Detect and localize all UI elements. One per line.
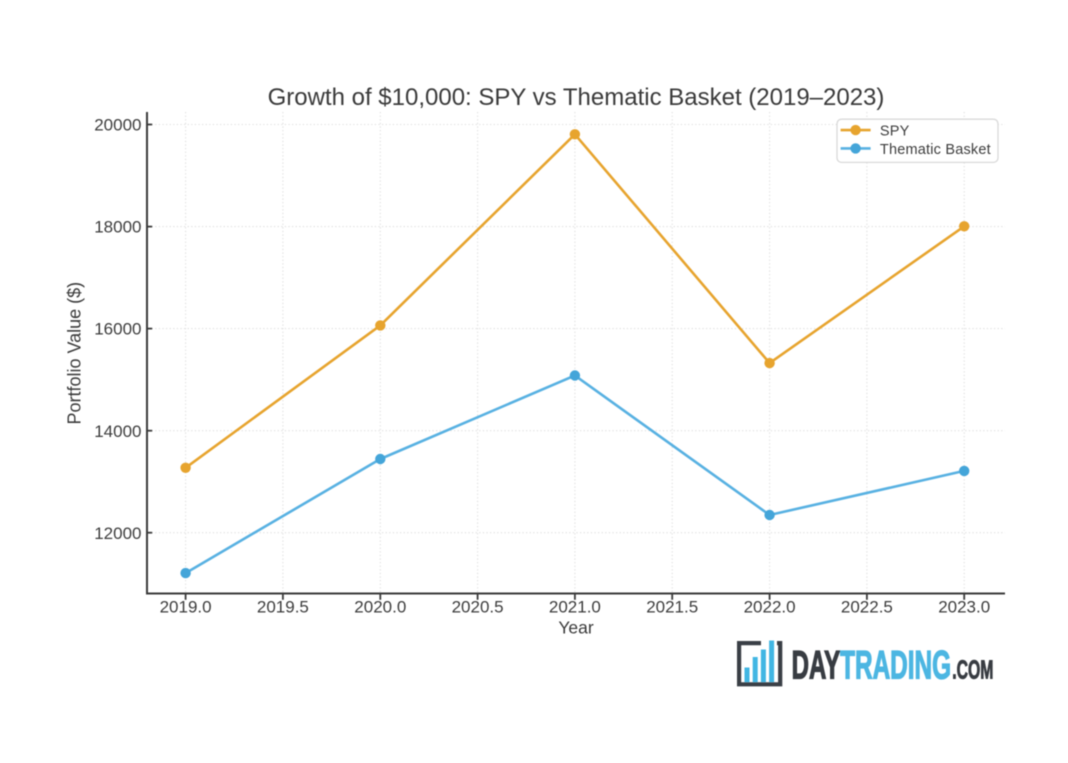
svg-text:2021.5: 2021.5 <box>646 598 698 617</box>
svg-text:Growth of $10,000: SPY vs Them: Growth of $10,000: SPY vs Thematic Baske… <box>268 84 885 111</box>
svg-text:2022.5: 2022.5 <box>841 598 893 617</box>
svg-text:2020.5: 2020.5 <box>452 598 504 617</box>
svg-text:2022.0: 2022.0 <box>744 598 796 617</box>
svg-text:20000: 20000 <box>94 116 141 135</box>
svg-text:14000: 14000 <box>94 422 141 441</box>
svg-text:2023.0: 2023.0 <box>938 598 990 617</box>
svg-text:16000: 16000 <box>94 320 141 339</box>
svg-text:SPY: SPY <box>880 124 910 140</box>
svg-text:TRADING: TRADING <box>840 643 951 687</box>
svg-text:2021.0: 2021.0 <box>549 598 601 617</box>
svg-text:DAY: DAY <box>792 643 841 687</box>
svg-text:.COM: .COM <box>952 654 993 684</box>
svg-text:Thematic Basket: Thematic Basket <box>880 142 991 158</box>
svg-text:2020.0: 2020.0 <box>354 598 406 617</box>
svg-text:2019.5: 2019.5 <box>257 598 309 617</box>
svg-text:18000: 18000 <box>94 218 141 237</box>
svg-text:2019.0: 2019.0 <box>160 598 212 617</box>
svg-text:12000: 12000 <box>94 524 141 543</box>
svg-text:Portfolio Value ($): Portfolio Value ($) <box>65 282 85 425</box>
svg-text:Year: Year <box>558 618 594 638</box>
